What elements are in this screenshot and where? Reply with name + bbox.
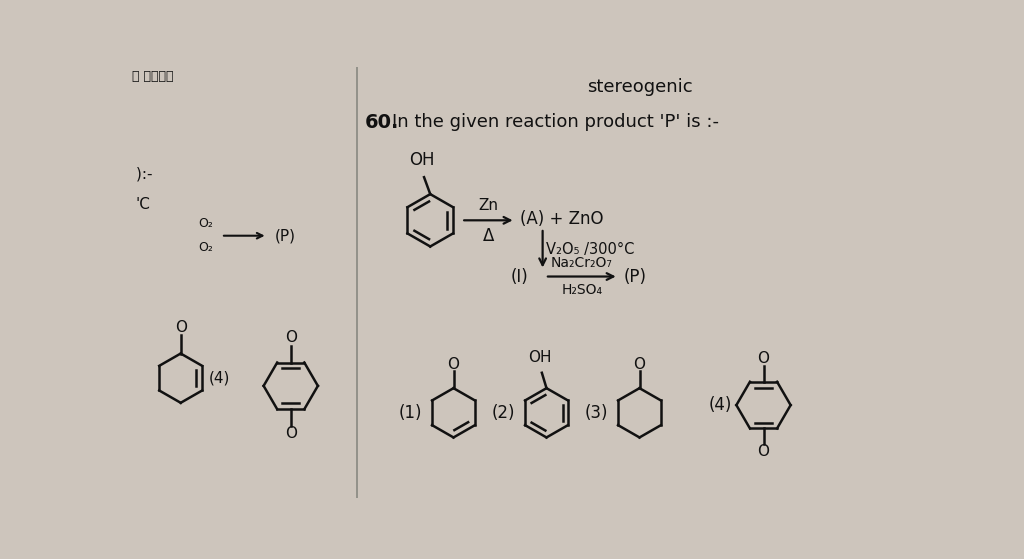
Text: Zn: Zn (478, 198, 499, 214)
Text: stereogenic: stereogenic (587, 78, 692, 96)
Text: अ मानि: अ मानि (132, 70, 173, 83)
Text: O₂: O₂ (198, 241, 213, 254)
Text: O: O (175, 320, 186, 335)
Text: (A) + ZnO: (A) + ZnO (520, 210, 604, 228)
Text: (1): (1) (399, 404, 423, 422)
Text: (I): (I) (511, 268, 528, 286)
Text: (2): (2) (492, 404, 515, 422)
Text: O: O (634, 357, 645, 372)
Text: Δ: Δ (482, 228, 494, 245)
Text: ):-: ):- (136, 167, 157, 182)
Text: In the given reaction product 'P' is :-: In the given reaction product 'P' is :- (391, 112, 719, 130)
Text: V₂O₅ /300°C: V₂O₅ /300°C (547, 241, 635, 257)
Text: 60.: 60. (365, 112, 398, 131)
Text: O: O (758, 444, 769, 459)
Text: O: O (758, 351, 769, 366)
Text: O: O (285, 330, 297, 345)
Text: 'C: 'C (136, 197, 151, 212)
Text: (4): (4) (710, 396, 732, 414)
Text: (P): (P) (275, 228, 296, 243)
Text: H₂SO₄: H₂SO₄ (561, 283, 602, 297)
Text: OH: OH (409, 151, 434, 169)
Text: (P): (P) (624, 268, 646, 286)
Text: (4): (4) (209, 371, 230, 386)
Text: (3): (3) (585, 404, 608, 422)
Text: O: O (447, 357, 460, 372)
Text: Na₂Cr₂O₇: Na₂Cr₂O₇ (551, 255, 612, 269)
Text: O: O (285, 427, 297, 442)
Text: OH: OH (528, 350, 552, 365)
Text: O₂: O₂ (198, 216, 213, 230)
